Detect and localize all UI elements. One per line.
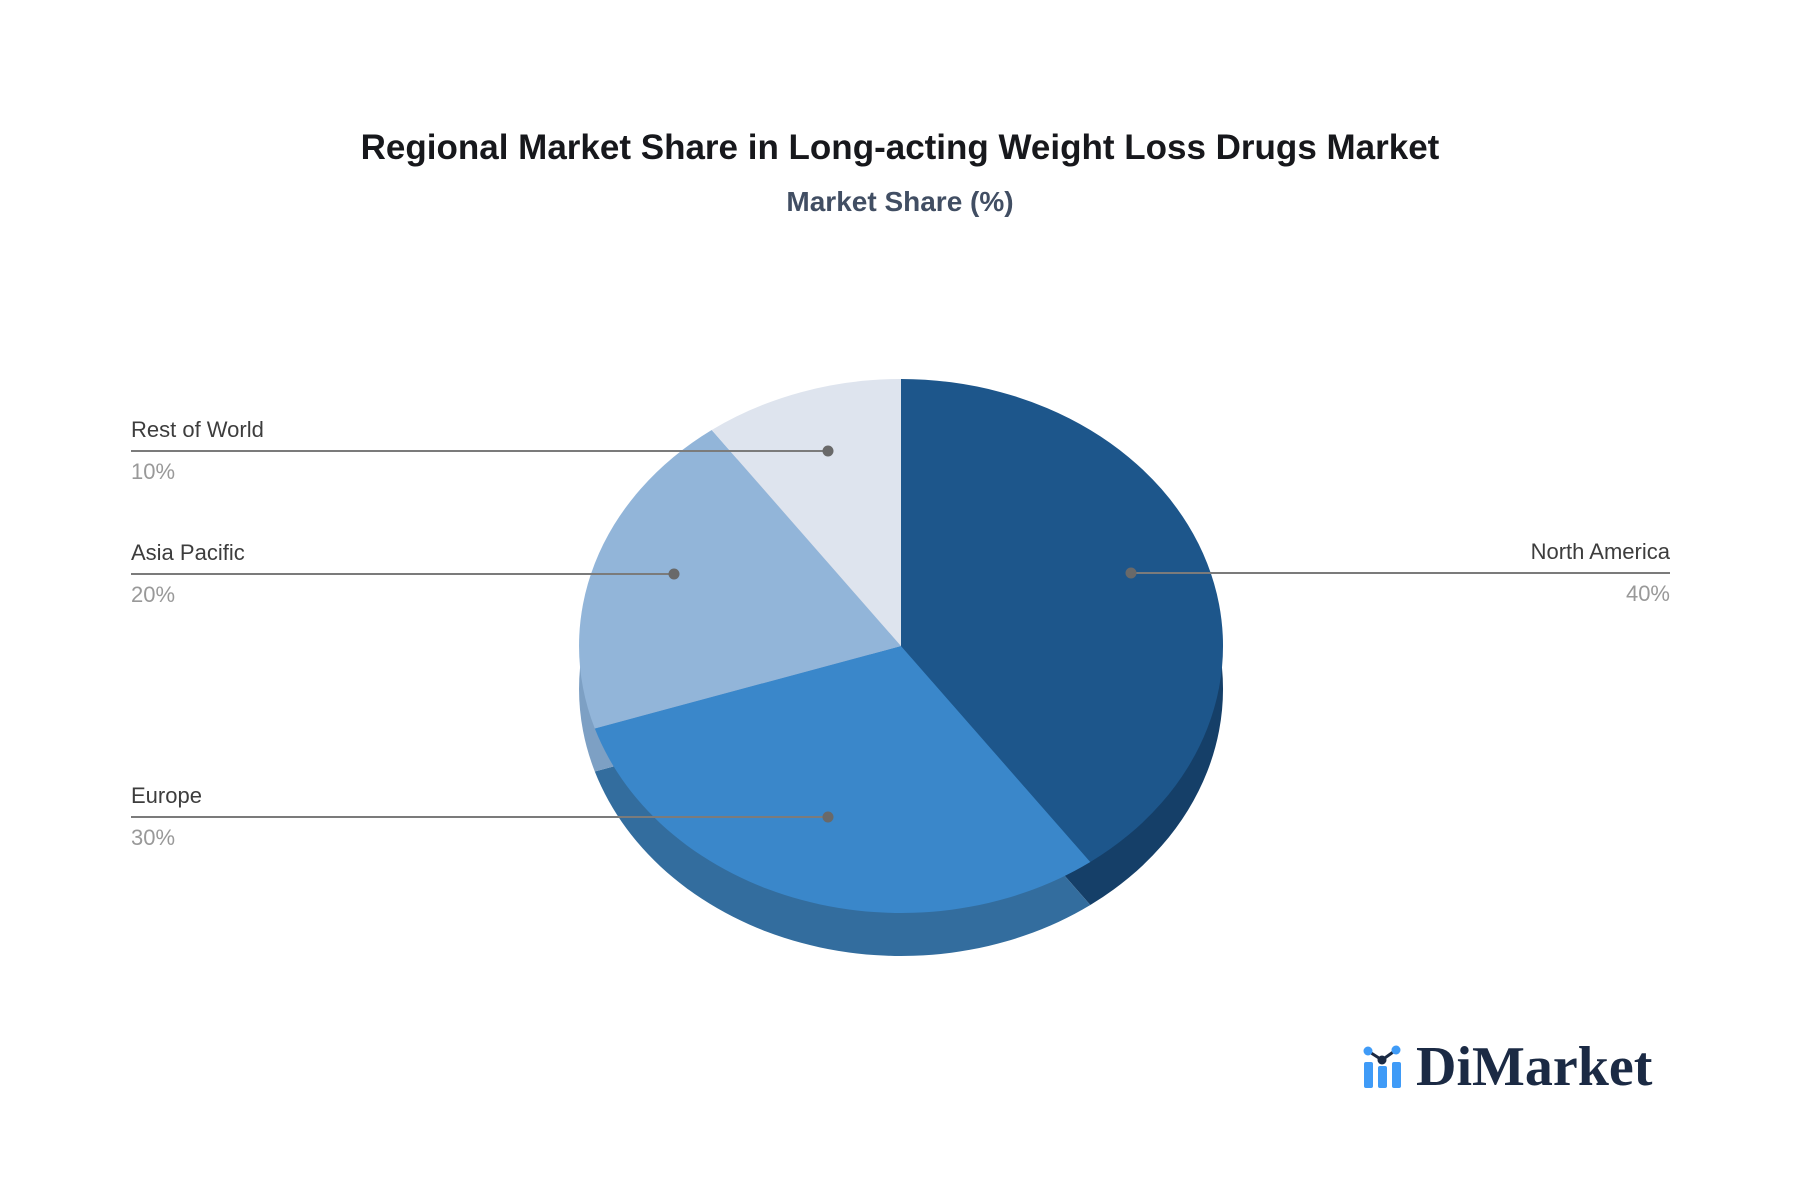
slice-value-north-america: 40%	[1625, 581, 1670, 606]
chart-subtitle: Market Share (%)	[786, 186, 1014, 217]
slice-label-asia-pacific: Asia Pacific	[131, 540, 245, 565]
slice-label-north-america: North America	[1530, 539, 1670, 564]
leader-dot-europe	[822, 811, 834, 823]
dimarket-logo: DiMarket	[1362, 1036, 1682, 1106]
slice-value-rest-of-world: 10%	[131, 459, 176, 484]
leader-dot-rest-of-world	[822, 445, 834, 457]
logo-wordmark: DiMarket	[1416, 1036, 1653, 1098]
chart-title: Regional Market Share in Long-acting Wei…	[360, 128, 1440, 167]
pie-slice-north-america[interactable]	[901, 379, 1224, 862]
slice-label-europe: Europe	[131, 783, 202, 808]
leader-dot-asia-pacific	[668, 568, 680, 580]
pie-slice-europe[interactable]	[594, 646, 1091, 913]
bar-chart-logo-icon	[1363, 1045, 1401, 1088]
slice-value-europe: 30%	[131, 825, 176, 850]
pie-slice-rest-of-world[interactable]	[711, 379, 901, 646]
slice-value-asia-pacific: 20%	[131, 582, 176, 607]
pie-top-layer	[579, 379, 1224, 913]
leader-dot-north-america	[1125, 567, 1137, 579]
callout-lines	[131, 445, 1670, 823]
slice-label-rest-of-world: Rest of World	[131, 417, 264, 442]
pie-slice-asia-pacific[interactable]	[579, 430, 901, 729]
